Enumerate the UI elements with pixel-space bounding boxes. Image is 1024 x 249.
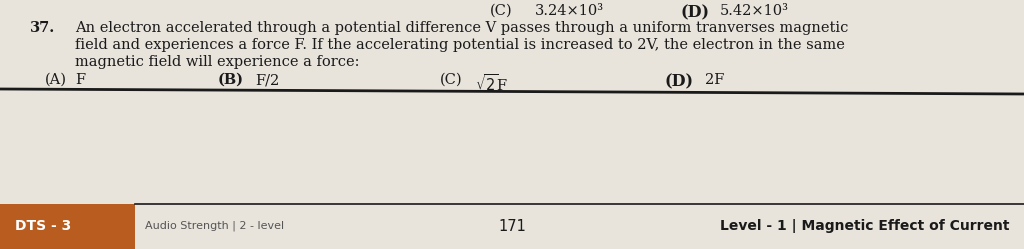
Text: magnetic field will experience a force:: magnetic field will experience a force: xyxy=(75,55,359,69)
Bar xyxy=(0,0,1024,204)
Text: DTS - 3: DTS - 3 xyxy=(15,219,72,233)
Bar xyxy=(0,204,135,249)
Text: An electron accelerated through a potential difference V passes through a unifor: An electron accelerated through a potent… xyxy=(75,21,848,35)
Text: F: F xyxy=(75,73,85,87)
Bar xyxy=(0,204,1024,249)
Text: 171: 171 xyxy=(498,219,526,234)
Text: $\sqrt{2}$F: $\sqrt{2}$F xyxy=(475,73,508,94)
Text: (B): (B) xyxy=(218,73,244,87)
Text: 2F: 2F xyxy=(705,73,724,87)
Text: Level - 1 | Magnetic Effect of Current: Level - 1 | Magnetic Effect of Current xyxy=(721,219,1010,233)
Text: 5.42×10³: 5.42×10³ xyxy=(720,4,790,18)
Text: field and experiences a force F. If the accelerating potential is increased to 2: field and experiences a force F. If the … xyxy=(75,38,845,52)
Text: F/2: F/2 xyxy=(255,73,280,87)
Text: (C): (C) xyxy=(440,73,463,87)
Text: (A): (A) xyxy=(45,73,67,87)
Text: Audio Strength | 2 - level: Audio Strength | 2 - level xyxy=(145,221,284,231)
Text: (C): (C) xyxy=(490,4,513,18)
Text: (D): (D) xyxy=(680,4,709,21)
Text: 3.24×10³: 3.24×10³ xyxy=(535,4,604,18)
Text: 37.: 37. xyxy=(30,21,55,35)
Text: (D): (D) xyxy=(665,73,694,90)
